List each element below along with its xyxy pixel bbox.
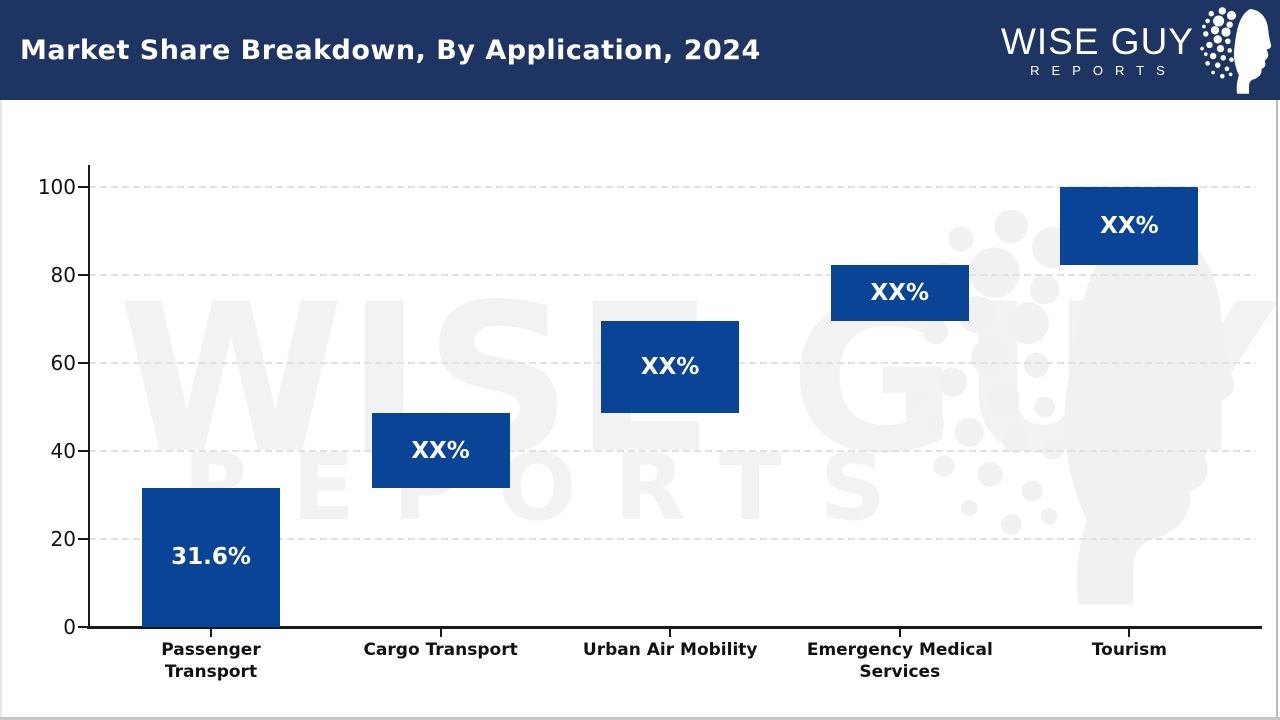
- bar-emergency-medical-services: XX%: [830, 265, 969, 321]
- y-tick-label-100: 100: [37, 175, 76, 199]
- content-left-border: [0, 100, 2, 720]
- watermark-text-reports: REPORTS: [183, 434, 925, 541]
- bar-value-label-urban-air-mobility: XX%: [640, 353, 700, 380]
- bar-value-label-tourism: XX%: [1100, 213, 1159, 240]
- y-tick-0: [78, 626, 88, 628]
- bar-cargo-transport: XX%: [371, 413, 510, 488]
- y-tick-60: [78, 362, 88, 364]
- x-tick-passenger-transport: [210, 629, 212, 637]
- header-bar: Market Share Breakdown, By Application, …: [0, 0, 1280, 100]
- bar-value-label-emergency-medical-services: XX%: [870, 280, 930, 307]
- x-axis-label-tourism: Tourism: [1091, 640, 1167, 660]
- wiseguy-logo: WISE GUY REPORTS: [1001, 4, 1272, 96]
- x-tick-cargo-transport: [439, 629, 442, 637]
- wiseguy-head-icon: [1200, 7, 1272, 94]
- logo-wiseguy-label: WISE GUY: [1000, 21, 1194, 62]
- y-tick-20: [78, 538, 88, 540]
- content-bottom-border: [0, 717, 1280, 720]
- bar-value-label-passenger-transport: 31.6%: [171, 544, 251, 571]
- content-right-border: [1276, 100, 1278, 720]
- gridline-40: [89, 450, 1256, 452]
- bar-tourism: XX%: [1060, 187, 1199, 266]
- page-title: Market Share Breakdown, By Application, …: [20, 34, 761, 66]
- x-tick-emergency-medical-services: [898, 629, 901, 637]
- bar-passenger-transport: 31.6%: [142, 487, 280, 627]
- y-tick-label-0: 0: [63, 615, 76, 639]
- y-tick-label-40: 40: [50, 439, 76, 463]
- bar-urban-air-mobility: XX%: [601, 320, 740, 414]
- gridline-100: [89, 186, 1256, 188]
- wiseguy-logo-text: WISE GUY REPORTS: [1001, 23, 1194, 77]
- x-axis-label-cargo-transport: Cargo Transport: [363, 640, 518, 660]
- x-tick-tourism: [1128, 629, 1131, 637]
- x-axis-label-passenger-transport: Passenger Transport: [161, 640, 261, 683]
- x-tick-urban-air-mobility: [669, 629, 672, 637]
- gridline-20: [89, 538, 1256, 540]
- y-tick-label-80: 80: [50, 263, 76, 287]
- x-axis-label-urban-air-mobility: Urban Air Mobility: [582, 640, 758, 660]
- y-tick-40: [78, 450, 88, 452]
- x-axis-label-emergency-medical-services: Emergency Medical Services: [806, 640, 993, 683]
- logo-reports-label: REPORTS: [1030, 63, 1177, 78]
- y-tick-label-20: 20: [50, 527, 76, 551]
- y-tick-label-60: 60: [50, 351, 76, 375]
- x-axis-line: [87, 626, 1262, 629]
- bar-value-label-cargo-transport: XX%: [411, 437, 470, 464]
- y-tick-80: [78, 274, 88, 276]
- y-tick-100: [78, 186, 88, 188]
- y-axis-line: [88, 165, 90, 628]
- gridline-80: [89, 274, 1256, 276]
